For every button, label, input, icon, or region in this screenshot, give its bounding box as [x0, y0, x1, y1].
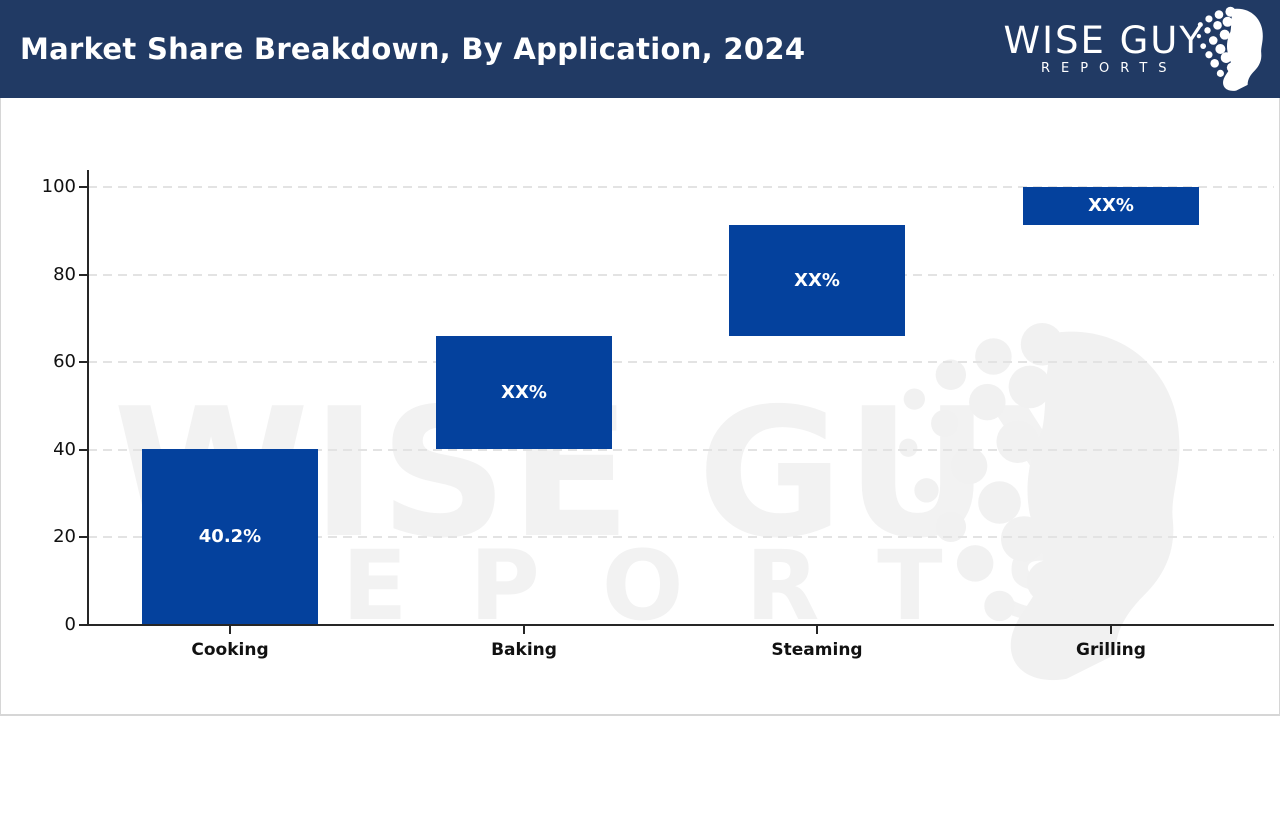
- y-tick-mark: [79, 361, 87, 364]
- page-title: Market Share Breakdown, By Application, …: [20, 32, 806, 66]
- bar-grilling: XX%: [1023, 187, 1199, 225]
- y-tick-mark: [79, 536, 87, 539]
- gridline: [88, 361, 1274, 364]
- y-tick-label: 40: [53, 438, 76, 460]
- x-tick-mark: [816, 626, 818, 634]
- gridline: [88, 536, 1274, 539]
- bottom-divider: [0, 714, 1280, 716]
- gridline: [88, 186, 1274, 188]
- y-tick-label: 20: [53, 526, 76, 548]
- waterfall-chart: 0 20 40 60 80 100 40.2% XX% XX% XX% Cooking Baking S…: [41, 170, 1274, 660]
- gridline: [88, 273, 1274, 276]
- logo-text: WISE GUY REPORTS: [1003, 18, 1204, 77]
- header-bar: Market Share Breakdown, By Application, …: [0, 0, 1280, 98]
- bar-value-label: XX%: [501, 381, 547, 403]
- bar-baking: XX%: [436, 335, 612, 449]
- x-tick-mark: [229, 626, 231, 634]
- bar-value-label: XX%: [794, 269, 840, 291]
- bar-steaming: XX%: [729, 224, 905, 336]
- bar-cooking: 40.2%: [142, 448, 318, 625]
- watermark-subtitle: REPORTS: [206, 530, 1136, 642]
- y-tick-label: 80: [53, 263, 76, 285]
- y-tick-mark: [79, 448, 87, 451]
- y-tick-label: 0: [64, 614, 76, 635]
- x-category-label: Cooking: [191, 640, 269, 660]
- x-tick-mark: [1110, 626, 1112, 634]
- page: Market Share Breakdown, By Application, …: [0, 0, 1280, 716]
- gridline: [88, 448, 1274, 451]
- x-axis-spine: [86, 624, 1274, 626]
- y-tick-mark: [79, 186, 87, 188]
- logo-wordmark: WISE GUY: [1003, 18, 1204, 62]
- x-category-label: Steaming: [771, 640, 863, 660]
- x-category-label: Grilling: [1076, 640, 1146, 660]
- wise-guy-logo: WISE GUY REPORTS: [1004, 0, 1280, 98]
- y-tick-label: 100: [41, 176, 76, 197]
- bar-value-label: 40.2%: [198, 526, 262, 548]
- bar-value-label: XX%: [1088, 195, 1134, 217]
- logo-subtitle: REPORTS: [1040, 61, 1178, 77]
- y-tick-label: 60: [53, 351, 76, 373]
- x-category-label: Baking: [491, 640, 557, 660]
- y-axis-spine: [87, 170, 89, 626]
- y-tick-mark: [79, 273, 87, 276]
- x-tick-mark: [523, 626, 525, 634]
- y-tick-mark: [79, 624, 87, 626]
